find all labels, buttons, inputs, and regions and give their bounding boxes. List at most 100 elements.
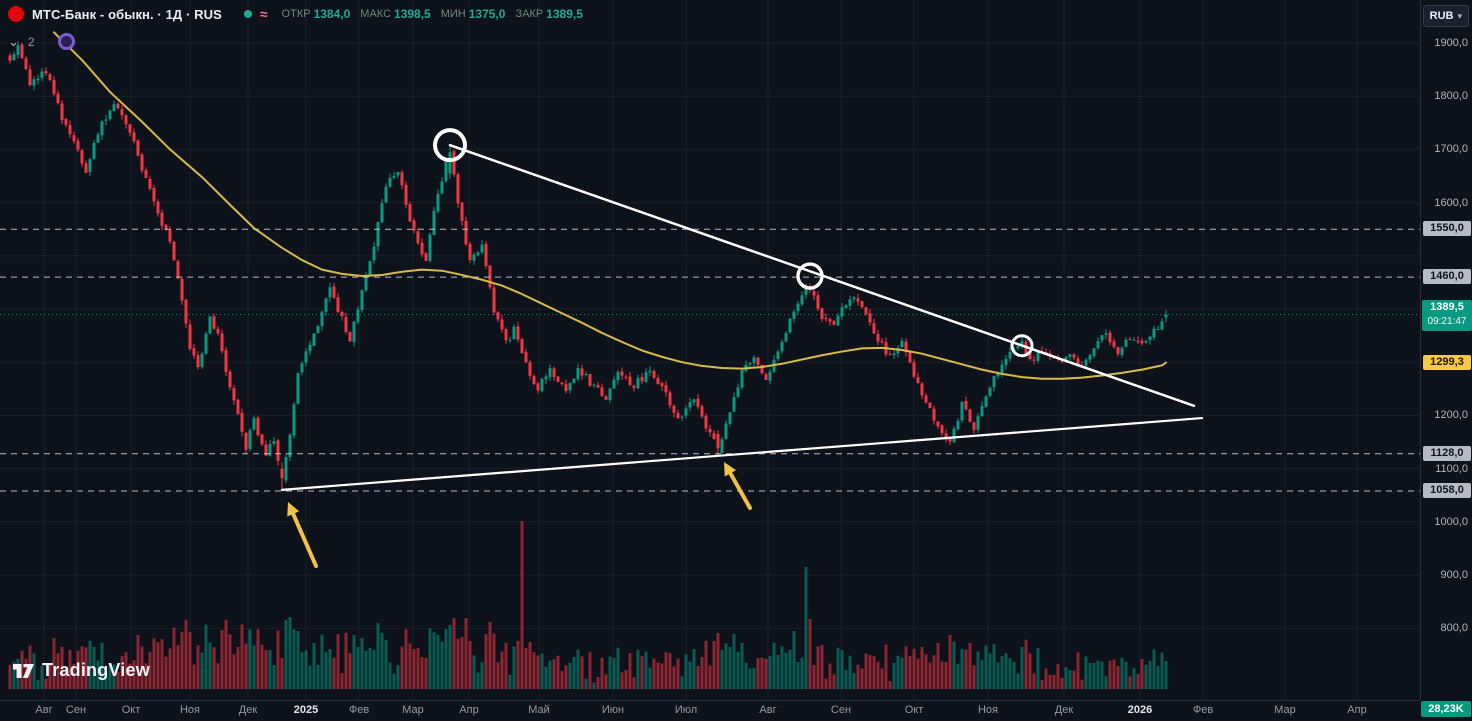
volume-bar [1164,661,1168,689]
volume-bar [232,654,236,689]
volume-bar [716,633,720,689]
volume-bar [532,652,536,689]
candle [16,45,20,56]
time-axis-label: Дек [1054,704,1074,716]
candle [360,290,364,310]
candle [444,159,448,182]
candle [208,316,212,334]
volume-bar [1080,679,1084,689]
volume-bar [1116,665,1120,689]
candle [500,319,504,330]
low-value: 1375,0 [468,7,506,21]
volume-bar [460,637,464,689]
candle [416,231,420,244]
symbol-logo-icon[interactable] [8,6,24,22]
volume-bar [720,650,724,689]
market-status-icon[interactable] [243,10,252,18]
candle [516,326,520,340]
candle [836,315,840,326]
time-axis-label: Ноя [977,704,999,716]
indicator-badge-icon[interactable] [57,33,75,50]
volume-bar [944,661,948,689]
chart-pane[interactable]: МТС-Банк - обыкн. · 1Д · RUS ≈ ОТКР 1384,… [0,0,1420,700]
candle [384,186,388,203]
trendline[interactable] [280,416,1204,491]
volume-bar [312,643,316,689]
candle [508,339,512,341]
volume-bar [676,658,680,689]
volume-bar [476,672,480,689]
volume-bar [268,650,272,689]
volume-bar [912,648,916,689]
time-axis[interactable]: Авг Сен Окт Ноя Дек 2025 Фев Мар Апр Май Июн Июл Авг… [0,700,1420,721]
candle [680,416,684,418]
tradingview-logo[interactable]: TradingView [12,660,150,681]
volume-bar [980,660,984,689]
symbol-title[interactable]: МТС-Банк - обыкн. · 1Д · RUS [32,6,222,22]
candle [796,303,800,311]
circle-annotation[interactable] [796,262,824,290]
volume-bar [1128,676,1132,689]
volume-bar [164,656,168,689]
volume-bar [320,634,324,689]
candle [304,351,308,363]
volume-bar [552,659,556,689]
arrow-annotation[interactable] [291,511,318,568]
volume-bar [948,635,952,689]
volume-bar [376,623,380,689]
candle [496,312,500,320]
candle [760,364,764,374]
candle [876,334,880,342]
candle [1128,338,1132,340]
volume-bar [540,653,544,689]
currency-toggle-button[interactable]: RUB ▾ [1422,5,1469,27]
candle [752,357,756,363]
candle [1008,351,1012,359]
volume-bar [772,642,776,689]
volume-bar [8,664,12,689]
volume-bar [76,650,80,689]
volume-bar [1136,674,1140,689]
volume-bar [464,618,468,689]
volume-bar [824,678,828,689]
candle [440,181,444,194]
candle [676,413,680,419]
volume-bar [708,665,712,689]
candle [892,353,896,356]
volume-bar [224,619,228,689]
candle [1044,351,1048,353]
candle [316,326,320,333]
chevron-down-icon[interactable]: ⌄ [8,33,19,49]
candle [544,376,548,380]
volume-bar [308,665,312,689]
candle [28,69,32,86]
circle-annotation[interactable] [1010,334,1034,358]
volume-bar [752,668,756,689]
hidden-indicators-count[interactable]: 2 [27,34,35,49]
candle [648,370,652,373]
candle [800,295,804,305]
volume-bar [544,666,548,689]
candle [108,110,112,120]
candle [224,350,228,372]
data-mode-icon[interactable]: ≈ [259,6,268,22]
candle [1132,339,1136,341]
ma-line[interactable] [53,31,1167,380]
candle [672,405,676,413]
candle [844,305,848,309]
volume-bar [548,660,552,689]
volume-bar [724,643,728,689]
price-axis[interactable]: 1389,5 09:21:47 1299,3 1900,0 1800,0 1700,… [1420,0,1472,700]
volume-bar [56,653,60,689]
volume-bar [1012,662,1016,689]
volume-bar [636,649,640,689]
price-chart[interactable] [0,0,1420,700]
arrow-annotation[interactable] [728,471,752,510]
volume-bar [856,664,860,689]
circle-annotation[interactable] [433,128,467,163]
volume-bar [504,642,508,689]
volume-bar [212,647,216,689]
volume-bar [864,653,868,689]
volume-bar [604,674,608,689]
candle [340,311,344,317]
